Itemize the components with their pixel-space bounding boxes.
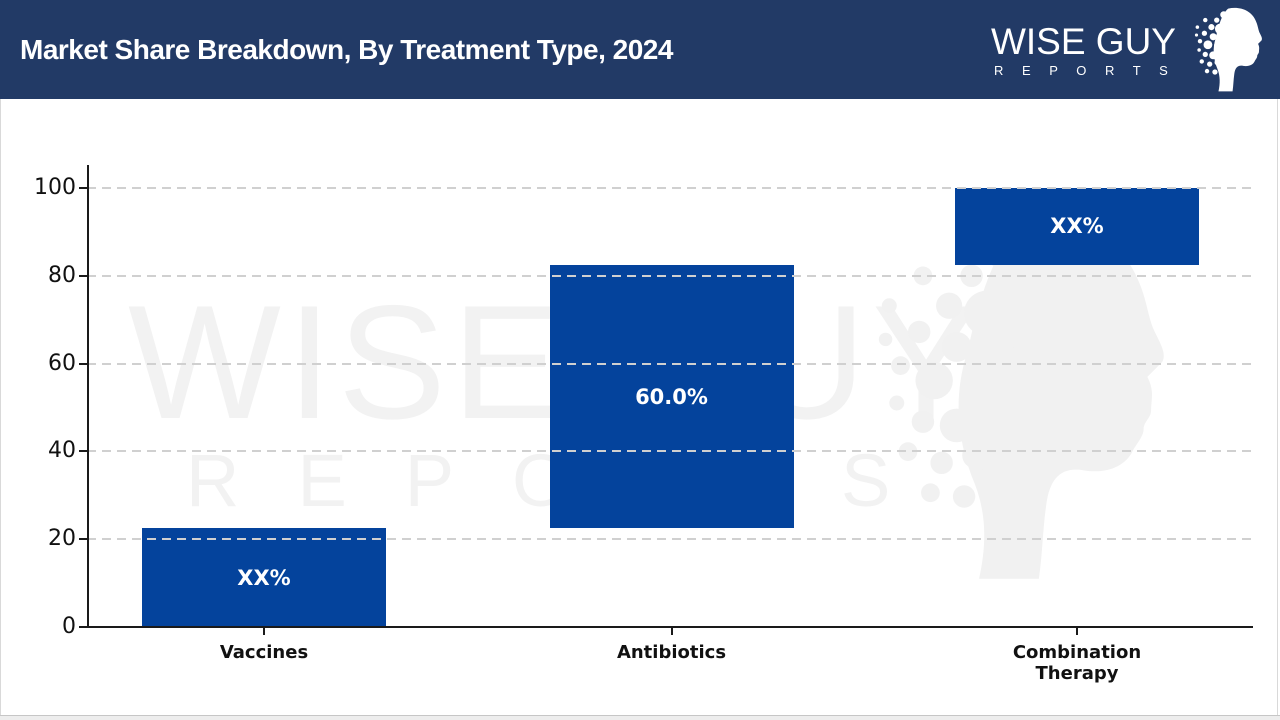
- wiseguy-reports-label: R E P O R T S: [993, 62, 1176, 78]
- wiseguy-face-icon: [1194, 7, 1262, 91]
- footer-strip: [0, 715, 1280, 720]
- watermark-face-icon: [878, 224, 1164, 579]
- page-title: Market Share Breakdown, By Treatment Typ…: [20, 33, 673, 65]
- wiseguy-logo-text: WISE GUY R E P O R T S: [991, 23, 1176, 77]
- wiseguy-brand-label: WISE GUY: [990, 20, 1176, 62]
- header-bar: Market Share Breakdown, By Treatment Typ…: [0, 0, 1280, 99]
- wiseguy-logo: WISE GUY R E P O R T S: [991, 6, 1266, 94]
